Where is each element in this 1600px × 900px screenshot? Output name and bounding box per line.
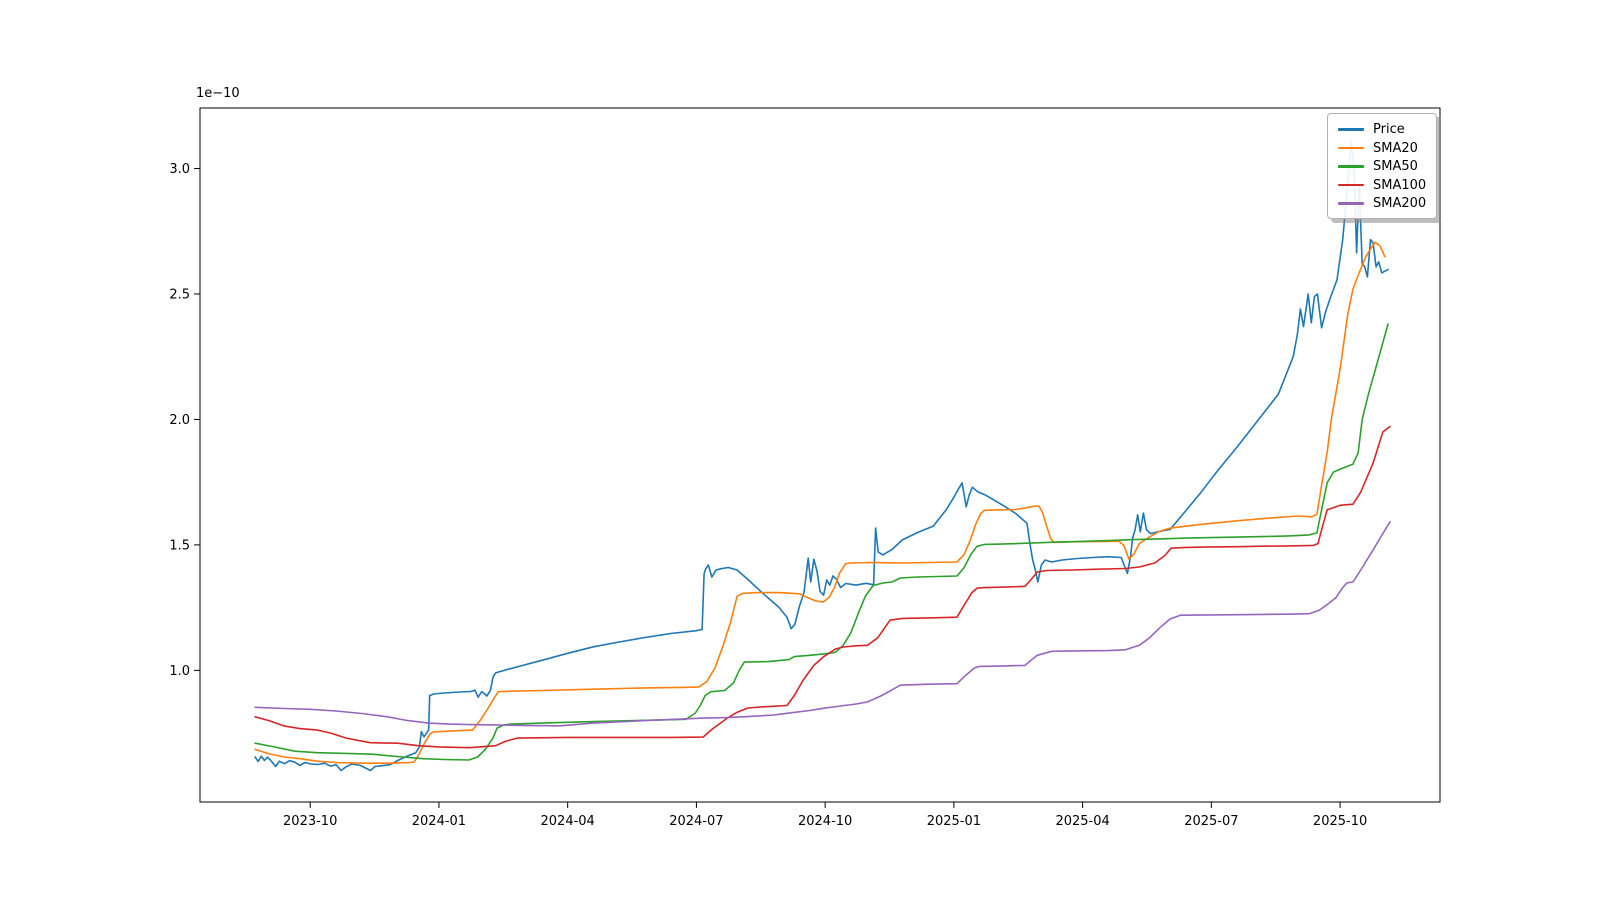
legend-item-label: Price bbox=[1373, 122, 1405, 137]
legend-item-sma100: SMA100 bbox=[1338, 177, 1426, 194]
x-tick-label: 2024-07 bbox=[669, 814, 723, 829]
legend-line-swatch bbox=[1338, 202, 1364, 205]
series-line-sma50 bbox=[254, 323, 1389, 761]
legend-item-label: SMA100 bbox=[1373, 177, 1427, 193]
y-tick-label: 1.0 bbox=[169, 664, 190, 679]
legend-item-sma20: SMA20 bbox=[1338, 140, 1426, 157]
series-line-sma20 bbox=[254, 241, 1386, 765]
x-tick-label: 2025-04 bbox=[1055, 814, 1109, 829]
series-line-sma100 bbox=[254, 425, 1391, 749]
legend-item-sma200: SMA200 bbox=[1338, 195, 1426, 212]
axes-frame bbox=[199, 107, 1441, 803]
x-tick-label: 2024-01 bbox=[412, 814, 466, 829]
y-tick-label: 1.5 bbox=[169, 538, 190, 553]
legend-line-swatch bbox=[1338, 146, 1364, 150]
x-tick-label: 2024-10 bbox=[798, 814, 852, 829]
x-tick-label: 2024-04 bbox=[541, 814, 595, 829]
legend-line-swatch bbox=[1338, 183, 1364, 187]
legend-item-sma50: SMA50 bbox=[1338, 158, 1426, 175]
legend-item-label: SMA200 bbox=[1373, 196, 1427, 211]
legend-line-swatch bbox=[1338, 128, 1364, 131]
legend-line-swatch bbox=[1338, 165, 1364, 168]
y-tick-label: 2.5 bbox=[169, 287, 190, 302]
legend-item-label: SMA20 bbox=[1373, 140, 1418, 156]
y-tick-label: 2.0 bbox=[169, 413, 190, 428]
legend-item-label: SMA50 bbox=[1373, 159, 1418, 174]
axis-offset-label: 1e−10 bbox=[196, 86, 240, 101]
x-tick-label: 2025-10 bbox=[1313, 814, 1367, 829]
x-tick-label: 2023-10 bbox=[283, 814, 337, 829]
legend: Price SMA20 SMA50 SMA100 SMA200 bbox=[1327, 113, 1437, 219]
series-line-price bbox=[254, 140, 1389, 772]
legend-item-price: Price bbox=[1338, 121, 1426, 138]
x-tick-label: 2025-07 bbox=[1184, 814, 1238, 829]
x-tick-label: 2025-01 bbox=[927, 814, 981, 829]
y-tick-label: 3.0 bbox=[169, 162, 190, 177]
series-line-sma200 bbox=[254, 520, 1391, 727]
